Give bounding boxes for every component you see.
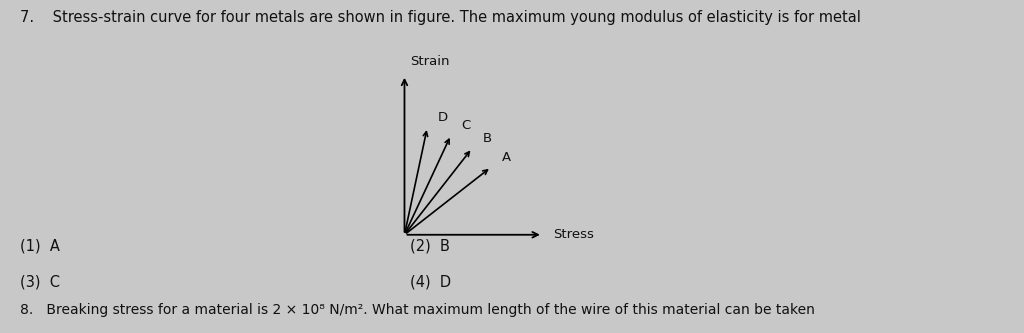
Text: 8.   Breaking stress for a material is 2 × 10⁸ N/m². What maximum length of the : 8. Breaking stress for a material is 2 ×… (20, 303, 815, 317)
Text: (4)  D: (4) D (410, 275, 451, 290)
Text: B: B (482, 132, 492, 145)
Text: D: D (437, 111, 447, 124)
Text: C: C (461, 119, 470, 132)
Text: Stress: Stress (553, 228, 594, 241)
Text: Strain: Strain (411, 55, 451, 68)
Text: (1)  A: (1) A (20, 238, 60, 253)
Text: (2)  B: (2) B (410, 238, 450, 253)
Text: A: A (502, 151, 511, 164)
Text: (3)  C: (3) C (20, 275, 60, 290)
Text: 7.    Stress-strain curve for four metals are shown in figure. The maximum young: 7. Stress-strain curve for four metals a… (20, 10, 861, 25)
